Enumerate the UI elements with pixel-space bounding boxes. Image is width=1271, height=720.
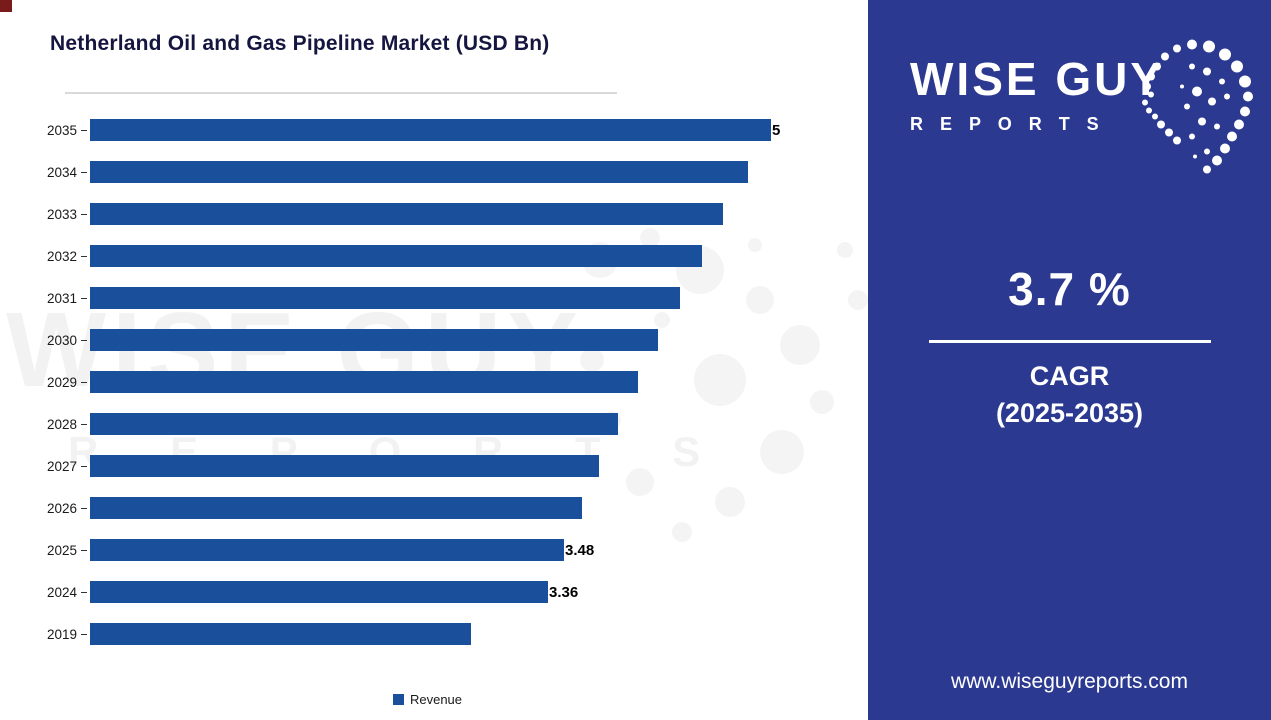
bar-row: 2026 [25, 487, 862, 529]
bar-rows: 2035 5 2034 2033 2032 2031 2030 2029 2028 2027 202… [25, 109, 862, 655]
website-url: www.wiseguyreports.com [951, 670, 1188, 693]
bar-row: 2031 [25, 277, 862, 319]
bar-row: 2028 [25, 403, 862, 445]
axis-tick [81, 171, 87, 173]
revenue-bar [90, 119, 771, 141]
year-label: 2026 [46, 500, 77, 516]
revenue-bar [90, 203, 723, 225]
value-label: 3.36 [549, 583, 579, 601]
axis-tick [81, 297, 87, 299]
legend-label: Revenue [409, 692, 463, 707]
year-label: 2019 [46, 626, 77, 642]
cagr-range: (2025-2035) [995, 398, 1144, 428]
bar-wrap [90, 203, 862, 225]
axis-tick [81, 129, 87, 131]
bar-row: 2033 [25, 193, 862, 235]
bar-wrap: 3.48 [90, 539, 862, 561]
axis-tick [81, 255, 87, 257]
revenue-bar [90, 623, 471, 645]
year-label: 2034 [46, 164, 77, 180]
bar-wrap [90, 371, 862, 393]
axis-tick [81, 465, 87, 467]
axis-tick [81, 591, 87, 593]
axis-tick [81, 423, 87, 425]
revenue-bar [90, 539, 564, 561]
year-label: 2029 [46, 374, 77, 390]
year-label: 2033 [46, 206, 77, 222]
bar-row: 2019 [25, 613, 862, 655]
year-label: 2024 [46, 584, 77, 600]
bar-wrap [90, 413, 862, 435]
bar-wrap [90, 287, 862, 309]
axis-tick [81, 633, 87, 635]
revenue-bar [90, 287, 680, 309]
bar-row: 2032 [25, 235, 862, 277]
legend-swatch [392, 694, 404, 705]
revenue-bar [90, 329, 658, 351]
axis-tick [81, 381, 87, 383]
bar-wrap [90, 497, 862, 519]
wiseguy-logo-head-icon [1142, 39, 1253, 174]
revenue-bar [90, 161, 748, 183]
wiseguy-logo: WISE GUY R E P O R T S [868, 32, 1271, 184]
year-label: 2028 [46, 416, 77, 432]
cagr-label: CAGR [1029, 361, 1110, 391]
logo-line2: R E P O R T S [910, 114, 1105, 134]
bar-wrap: 3.36 [90, 581, 862, 603]
axis-tick [81, 339, 87, 341]
year-label: 2027 [46, 458, 77, 474]
value-label: 5 [772, 121, 781, 139]
logo-line1: WISE GUY [910, 53, 1165, 105]
bar-row: 2030 [25, 319, 862, 361]
bar-row: 2034 [25, 151, 862, 193]
revenue-bar [90, 371, 638, 393]
bar-wrap: 5 [90, 119, 862, 141]
chart-area: WISE GUY R E P O R T S Netherland Oil an… [6, 32, 868, 707]
revenue-bar [90, 581, 548, 603]
bar-row: 2027 [25, 445, 862, 487]
chart-legend: Revenue [87, 692, 768, 707]
year-label: 2025 [46, 542, 77, 558]
bar-wrap [90, 455, 862, 477]
revenue-bar [90, 413, 618, 435]
year-label: 2031 [46, 290, 77, 306]
bar-wrap [90, 245, 862, 267]
bar-wrap [90, 329, 862, 351]
axis-tick [81, 549, 87, 551]
bar-row: 2029 [25, 361, 862, 403]
bar-row: 2024 3.36 [25, 571, 862, 613]
axis-tick [81, 213, 87, 215]
revenue-bar [90, 497, 582, 519]
revenue-bar [90, 455, 599, 477]
year-label: 2035 [46, 122, 77, 138]
bar-wrap [90, 623, 862, 645]
brand-panel: WISE GUY R E P O R T S 3.7 % CAGR (2025-… [868, 0, 1271, 720]
cagr-block: 3.7 % CAGR (2025-2035) [928, 262, 1211, 429]
year-label: 2030 [46, 332, 77, 348]
value-label: 3.48 [565, 541, 595, 559]
chart-title: Netherland Oil and Gas Pipeline Market (… [50, 32, 550, 55]
title-divider [65, 92, 617, 94]
watermark-head-icon [580, 228, 868, 542]
bar-row: 2025 3.48 [25, 529, 862, 571]
axis-tick [81, 507, 87, 509]
bar-wrap [90, 161, 862, 183]
bar-row: 2035 5 [25, 109, 862, 151]
cagr-divider [928, 340, 1211, 343]
cagr-value: 3.7 % [1008, 263, 1131, 315]
revenue-bar [90, 245, 702, 267]
corner-accent [0, 0, 12, 12]
year-label: 2032 [46, 248, 77, 264]
wiseguy-logo-text: WISE GUY R E P O R T S [910, 56, 1164, 135]
